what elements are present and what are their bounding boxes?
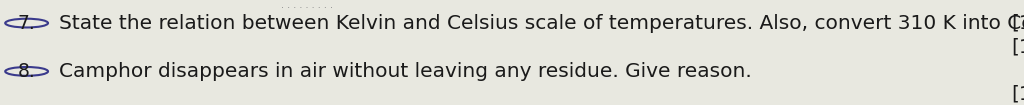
- Text: 7.: 7.: [17, 14, 36, 33]
- Text: 8.: 8.: [17, 62, 36, 81]
- Text: · · · · · · · · ·: · · · · · · · · ·: [282, 3, 333, 13]
- Text: [1: [1: [1012, 14, 1024, 33]
- Text: [1: [1: [1012, 85, 1024, 104]
- Text: State the relation between Kelvin and Celsius scale of temperatures. Also, conve: State the relation between Kelvin and Ce…: [59, 14, 1024, 33]
- Text: Camphor disappears in air without leaving any residue. Give reason.: Camphor disappears in air without leavin…: [59, 62, 753, 81]
- Text: [1: [1: [1012, 38, 1024, 57]
